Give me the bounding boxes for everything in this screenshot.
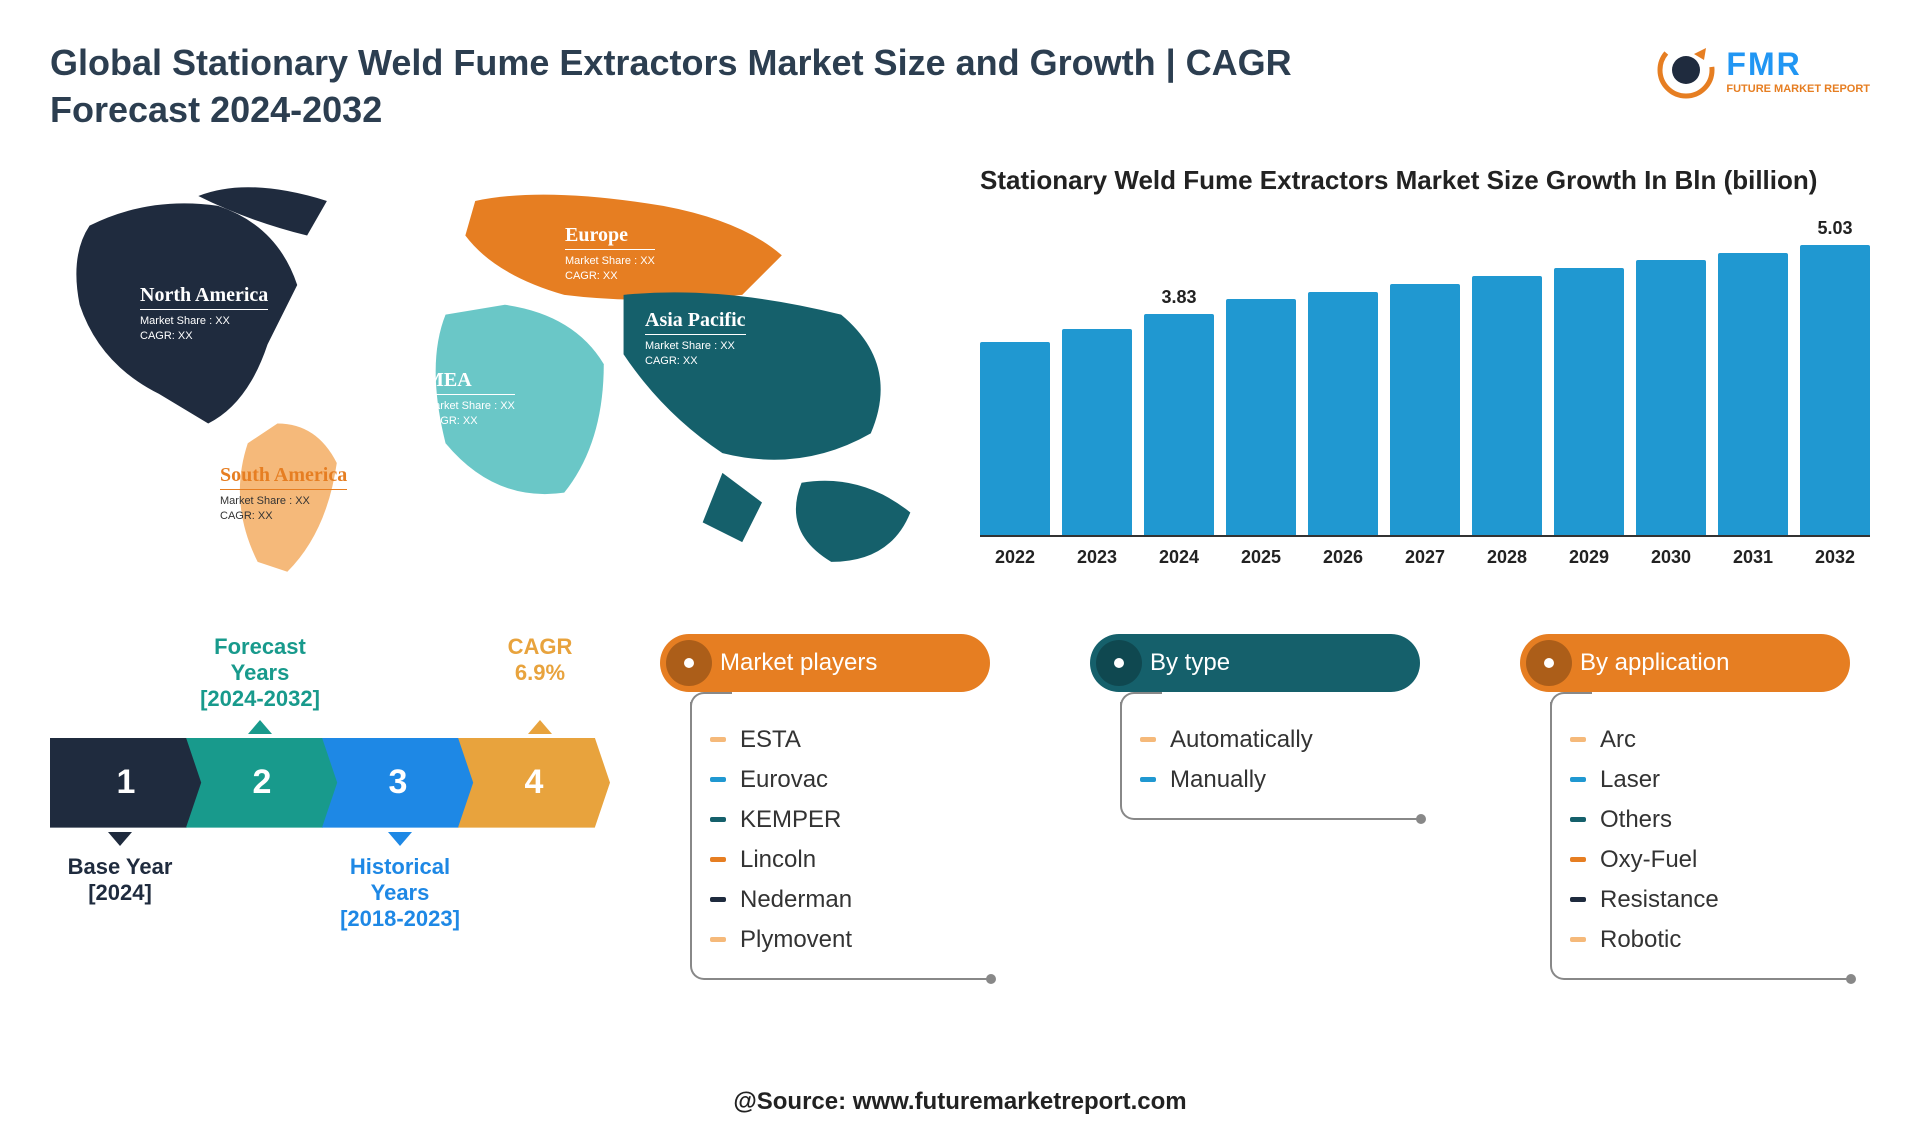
bar-2023 [1062, 329, 1132, 536]
bar-rect [1718, 253, 1788, 536]
pill-list: ArcLaserOthersOxy-FuelResistanceRobotic [1570, 720, 1850, 960]
x-tick: 2024 [1144, 547, 1214, 568]
timeline-label-forecast: Forecast Years [2024-2032] [190, 634, 330, 712]
pill-list: ESTAEurovacKEMPERLincolnNedermanPlymoven… [710, 720, 990, 960]
bar-rect [1062, 329, 1132, 536]
list-item: Automatically [1140, 720, 1420, 760]
bar-rect [1554, 268, 1624, 536]
x-tick: 2032 [1800, 547, 1870, 568]
x-tick: 2025 [1226, 547, 1296, 568]
bar-2027 [1390, 284, 1460, 536]
x-tick: 2031 [1718, 547, 1788, 568]
bar-rect [1636, 260, 1706, 535]
page-title: Global Stationary Weld Fume Extractors M… [50, 40, 1450, 134]
x-tick: 2030 [1636, 547, 1706, 568]
x-tick: 2023 [1062, 547, 1132, 568]
pill-column: Market players ESTAEurovacKEMPERLincolnN… [660, 634, 990, 980]
dot-icon [1096, 640, 1142, 686]
bar-rect [980, 342, 1050, 535]
list-item: Arc [1570, 720, 1850, 760]
chart-title: Stationary Weld Fume Extractors Market S… [980, 164, 1870, 198]
bar-2022 [980, 342, 1050, 535]
dot-icon [666, 640, 712, 686]
arrow-up-icon [248, 720, 272, 734]
bar-2025 [1226, 299, 1296, 535]
pill-column: By type AutomaticallyManually [1090, 634, 1420, 980]
region-label-mea: MEA Market Share : XX CAGR: XX [425, 369, 515, 430]
bar-rect [1226, 299, 1296, 535]
pill-header: Market players [660, 634, 990, 692]
list-item: Plymovent [710, 920, 990, 960]
bar-rect [1472, 276, 1542, 536]
bar-2032: 5.03 [1800, 218, 1870, 535]
bar-chart-x-axis: 2022 2023 2024 2025 2026 2027 2028 2029 2030 2031… [980, 547, 1870, 568]
x-tick: 2028 [1472, 547, 1542, 568]
timeline-label-cagr: CAGR 6.9% [470, 634, 610, 712]
region-label-ap: Asia Pacific Market Share : XX CAGR: XX [645, 309, 746, 370]
x-tick: 2022 [980, 547, 1050, 568]
bar-rect [1308, 292, 1378, 535]
bar-2031 [1718, 253, 1788, 536]
list-item: Oxy-Fuel [1570, 840, 1850, 880]
bar-2028 [1472, 276, 1542, 536]
region-label-eu: Europe Market Share : XX CAGR: XX [565, 224, 655, 285]
timeline: Forecast Years [2024-2032] CAGR 6.9% 123… [50, 634, 610, 980]
pill-bracket: ESTAEurovacKEMPERLincolnNedermanPlymoven… [690, 702, 990, 980]
category-pills: Market players ESTAEurovacKEMPERLincolnN… [640, 634, 1870, 980]
list-item: Nederman [710, 880, 990, 920]
region-label-na: North America Market Share : XX CAGR: XX [140, 284, 268, 345]
list-item: ESTA [710, 720, 990, 760]
source-attribution: @Source: www.futuremarketreport.com [733, 1088, 1186, 1116]
arrow-down-icon [108, 832, 132, 846]
x-tick: 2027 [1390, 547, 1460, 568]
bar-2026 [1308, 292, 1378, 535]
pill-list: AutomaticallyManually [1140, 720, 1420, 800]
bar-value-label: 3.83 [1161, 287, 1196, 308]
list-item: Robotic [1570, 920, 1850, 960]
timeline-segment-2: 2 [186, 738, 338, 828]
logo-icon [1656, 40, 1716, 100]
bar-2024: 3.83 [1144, 287, 1214, 535]
logo-text-main: FMR [1726, 46, 1870, 83]
dot-icon [1526, 640, 1572, 686]
bar-chart-section: Stationary Weld Fume Extractors Market S… [980, 164, 1870, 584]
list-item: Laser [1570, 760, 1850, 800]
pill-bracket: AutomaticallyManually [1120, 702, 1420, 820]
x-tick: 2029 [1554, 547, 1624, 568]
pill-bracket: ArcLaserOthersOxy-FuelResistanceRobotic [1550, 702, 1850, 980]
bar-rect [1390, 284, 1460, 536]
logo-text-sub: FUTURE MARKET REPORT [1726, 83, 1870, 95]
region-label-sa: South America Market Share : XX CAGR: XX [220, 464, 347, 525]
timeline-label-historical: Historical Years [2018-2023] [330, 854, 470, 932]
pill-header: By type [1090, 634, 1420, 692]
arrow-up-icon [528, 720, 552, 734]
timeline-segment-3: 3 [322, 738, 474, 828]
bar-chart: 3.83 5.03 [980, 217, 1870, 537]
timeline-segment-4: 4 [458, 738, 610, 828]
logo: FMR FUTURE MARKET REPORT [1656, 40, 1870, 100]
timeline-bar: 1234 [50, 738, 610, 828]
list-item: KEMPER [710, 800, 990, 840]
list-item: Others [1570, 800, 1850, 840]
pill-column: By application ArcLaserOthersOxy-FuelRes… [1520, 634, 1850, 980]
timeline-segment-1: 1 [50, 738, 202, 828]
timeline-label-base: Base Year [2024] [50, 854, 190, 932]
x-tick: 2026 [1308, 547, 1378, 568]
list-item: Eurovac [710, 760, 990, 800]
bar-value-label: 5.03 [1817, 218, 1852, 239]
list-item: Resistance [1570, 880, 1850, 920]
bar-rect [1144, 314, 1214, 535]
bar-rect [1800, 245, 1870, 535]
world-map: North America Market Share : XX CAGR: XX… [50, 164, 940, 584]
list-item: Lincoln [710, 840, 990, 880]
bar-2029 [1554, 268, 1624, 536]
list-item: Manually [1140, 760, 1420, 800]
bar-2030 [1636, 260, 1706, 535]
pill-header: By application [1520, 634, 1850, 692]
arrow-down-icon [388, 832, 412, 846]
